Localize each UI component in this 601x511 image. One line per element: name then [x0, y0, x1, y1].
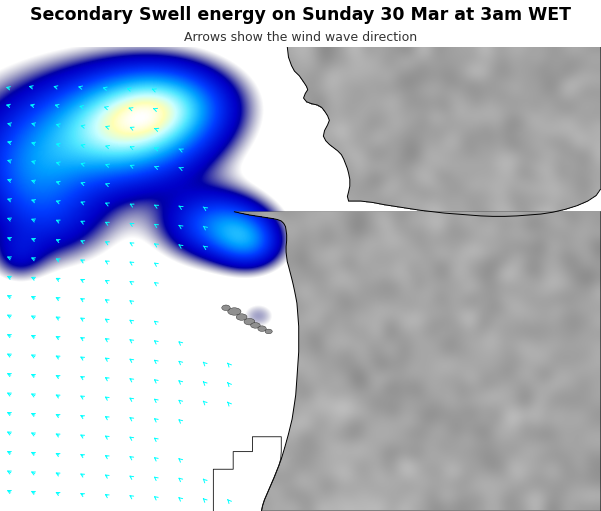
Ellipse shape: [228, 308, 241, 315]
Ellipse shape: [222, 305, 230, 311]
Ellipse shape: [236, 314, 247, 320]
Ellipse shape: [251, 322, 260, 328]
Ellipse shape: [258, 326, 266, 332]
Text: Secondary Swell energy on Sunday 30 Mar at 3am WET: Secondary Swell energy on Sunday 30 Mar …: [30, 6, 571, 24]
Ellipse shape: [265, 329, 272, 334]
Ellipse shape: [244, 318, 255, 325]
Text: Arrows show the wind wave direction: Arrows show the wind wave direction: [184, 31, 417, 44]
